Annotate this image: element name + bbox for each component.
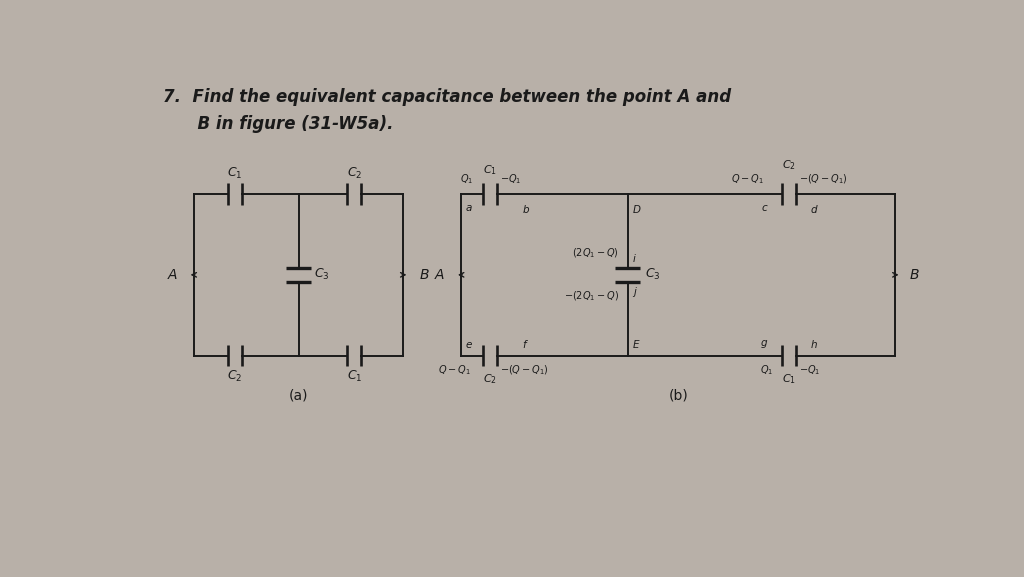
Text: $D$: $D$ — [632, 203, 641, 215]
Text: $i$: $i$ — [632, 252, 637, 264]
Text: $B$: $B$ — [419, 268, 429, 282]
Text: $C_2$: $C_2$ — [227, 369, 243, 384]
Text: $f$: $f$ — [522, 338, 529, 350]
Text: $-(2Q_1-Q)$: $-(2Q_1-Q)$ — [563, 290, 618, 303]
Text: 7.  Find the equivalent capacitance between the point A and: 7. Find the equivalent capacitance betwe… — [163, 88, 731, 107]
Text: $C_2$: $C_2$ — [483, 373, 498, 387]
Text: $C_3$: $C_3$ — [645, 267, 660, 282]
Text: $d$: $d$ — [810, 203, 818, 215]
Text: $A$: $A$ — [434, 268, 445, 282]
Text: $-(Q-Q_1)$: $-(Q-Q_1)$ — [501, 364, 549, 377]
Text: $-Q_1$: $-Q_1$ — [501, 173, 522, 186]
Text: $h$: $h$ — [810, 338, 818, 350]
Text: $c$: $c$ — [761, 203, 768, 213]
Text: $(2Q_1-Q)$: $(2Q_1-Q)$ — [571, 246, 618, 260]
Text: $e$: $e$ — [465, 339, 473, 350]
Text: $B$: $B$ — [909, 268, 920, 282]
Text: $Q_1$: $Q_1$ — [460, 173, 473, 186]
Text: $A$: $A$ — [167, 268, 178, 282]
Text: $a$: $a$ — [465, 203, 473, 213]
Text: $E$: $E$ — [632, 338, 640, 350]
Text: $C_1$: $C_1$ — [781, 373, 796, 387]
Text: $g$: $g$ — [760, 338, 768, 350]
Text: $-(Q-Q_1)$: $-(Q-Q_1)$ — [799, 173, 848, 186]
Text: $j$: $j$ — [632, 285, 638, 299]
Text: $-Q_1$: $-Q_1$ — [799, 364, 820, 377]
Text: $C_2$: $C_2$ — [781, 159, 796, 173]
Text: $C_1$: $C_1$ — [227, 166, 243, 181]
Text: $C_2$: $C_2$ — [347, 166, 361, 181]
Text: (a): (a) — [289, 388, 308, 402]
Text: $Q_1$: $Q_1$ — [760, 364, 773, 377]
Text: $C_3$: $C_3$ — [314, 267, 330, 282]
Text: $C_1$: $C_1$ — [483, 163, 498, 177]
Text: $Q-Q_1$: $Q-Q_1$ — [731, 173, 764, 186]
Text: $b$: $b$ — [522, 203, 530, 215]
Text: $C_1$: $C_1$ — [346, 369, 362, 384]
Text: (b): (b) — [669, 388, 688, 402]
Text: B in figure (31-W5a).: B in figure (31-W5a). — [163, 115, 393, 133]
Text: $Q-Q_1$: $Q-Q_1$ — [438, 364, 471, 377]
